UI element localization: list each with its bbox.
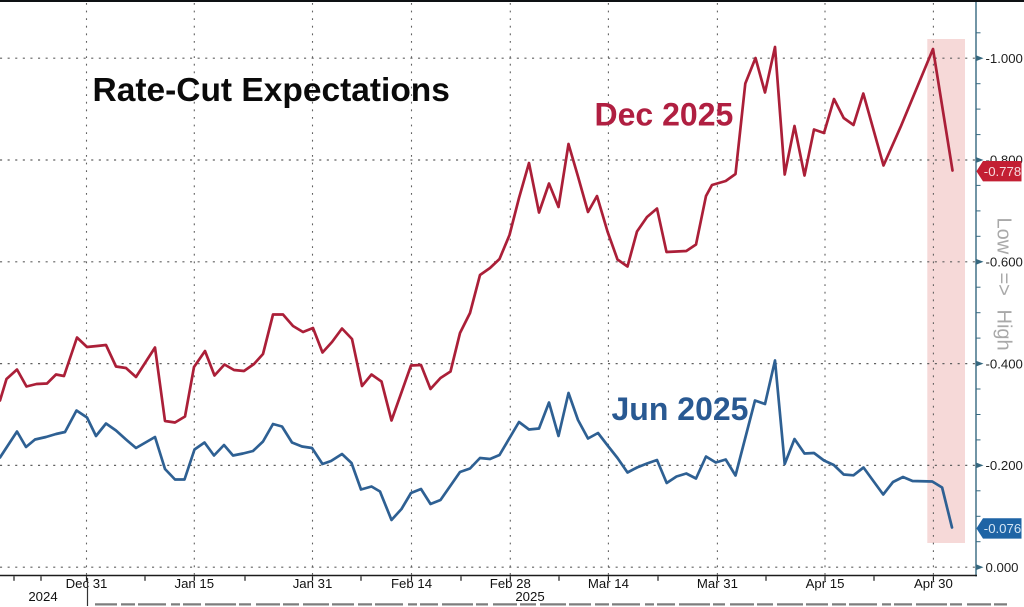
svg-text:Mar 14: Mar 14 [588,576,629,591]
svg-text:Mar 31: Mar 31 [697,576,738,591]
svg-text:Apr 30: Apr 30 [914,576,953,591]
svg-text:-0.400: -0.400 [986,356,1023,371]
svg-text:Feb 28: Feb 28 [490,576,531,591]
svg-text:Rate-Cut Expectations: Rate-Cut Expectations [93,72,450,109]
svg-text:Low: Low [993,218,1015,255]
svg-text:-0.076: -0.076 [984,521,1021,536]
svg-text:Jan 15: Jan 15 [174,576,214,591]
svg-text:=>: => [993,273,1015,296]
svg-text:2025: 2025 [515,589,544,604]
svg-text:Apr 15: Apr 15 [806,576,845,591]
svg-text:-0.778: -0.778 [984,164,1021,179]
svg-text:-0.200: -0.200 [986,458,1023,473]
svg-text:Dec 2025: Dec 2025 [595,97,734,133]
svg-text:2024: 2024 [28,589,57,604]
svg-text:-0.600: -0.600 [986,255,1023,270]
svg-text:Dec 31: Dec 31 [66,576,108,591]
svg-text:Jun 2025: Jun 2025 [612,391,749,427]
svg-text:High: High [993,310,1015,351]
svg-text:-1.000: -1.000 [986,51,1023,66]
svg-text:0.000: 0.000 [986,560,1019,575]
svg-text:Jan 31: Jan 31 [293,576,333,591]
svg-text:Feb 14: Feb 14 [391,576,432,591]
